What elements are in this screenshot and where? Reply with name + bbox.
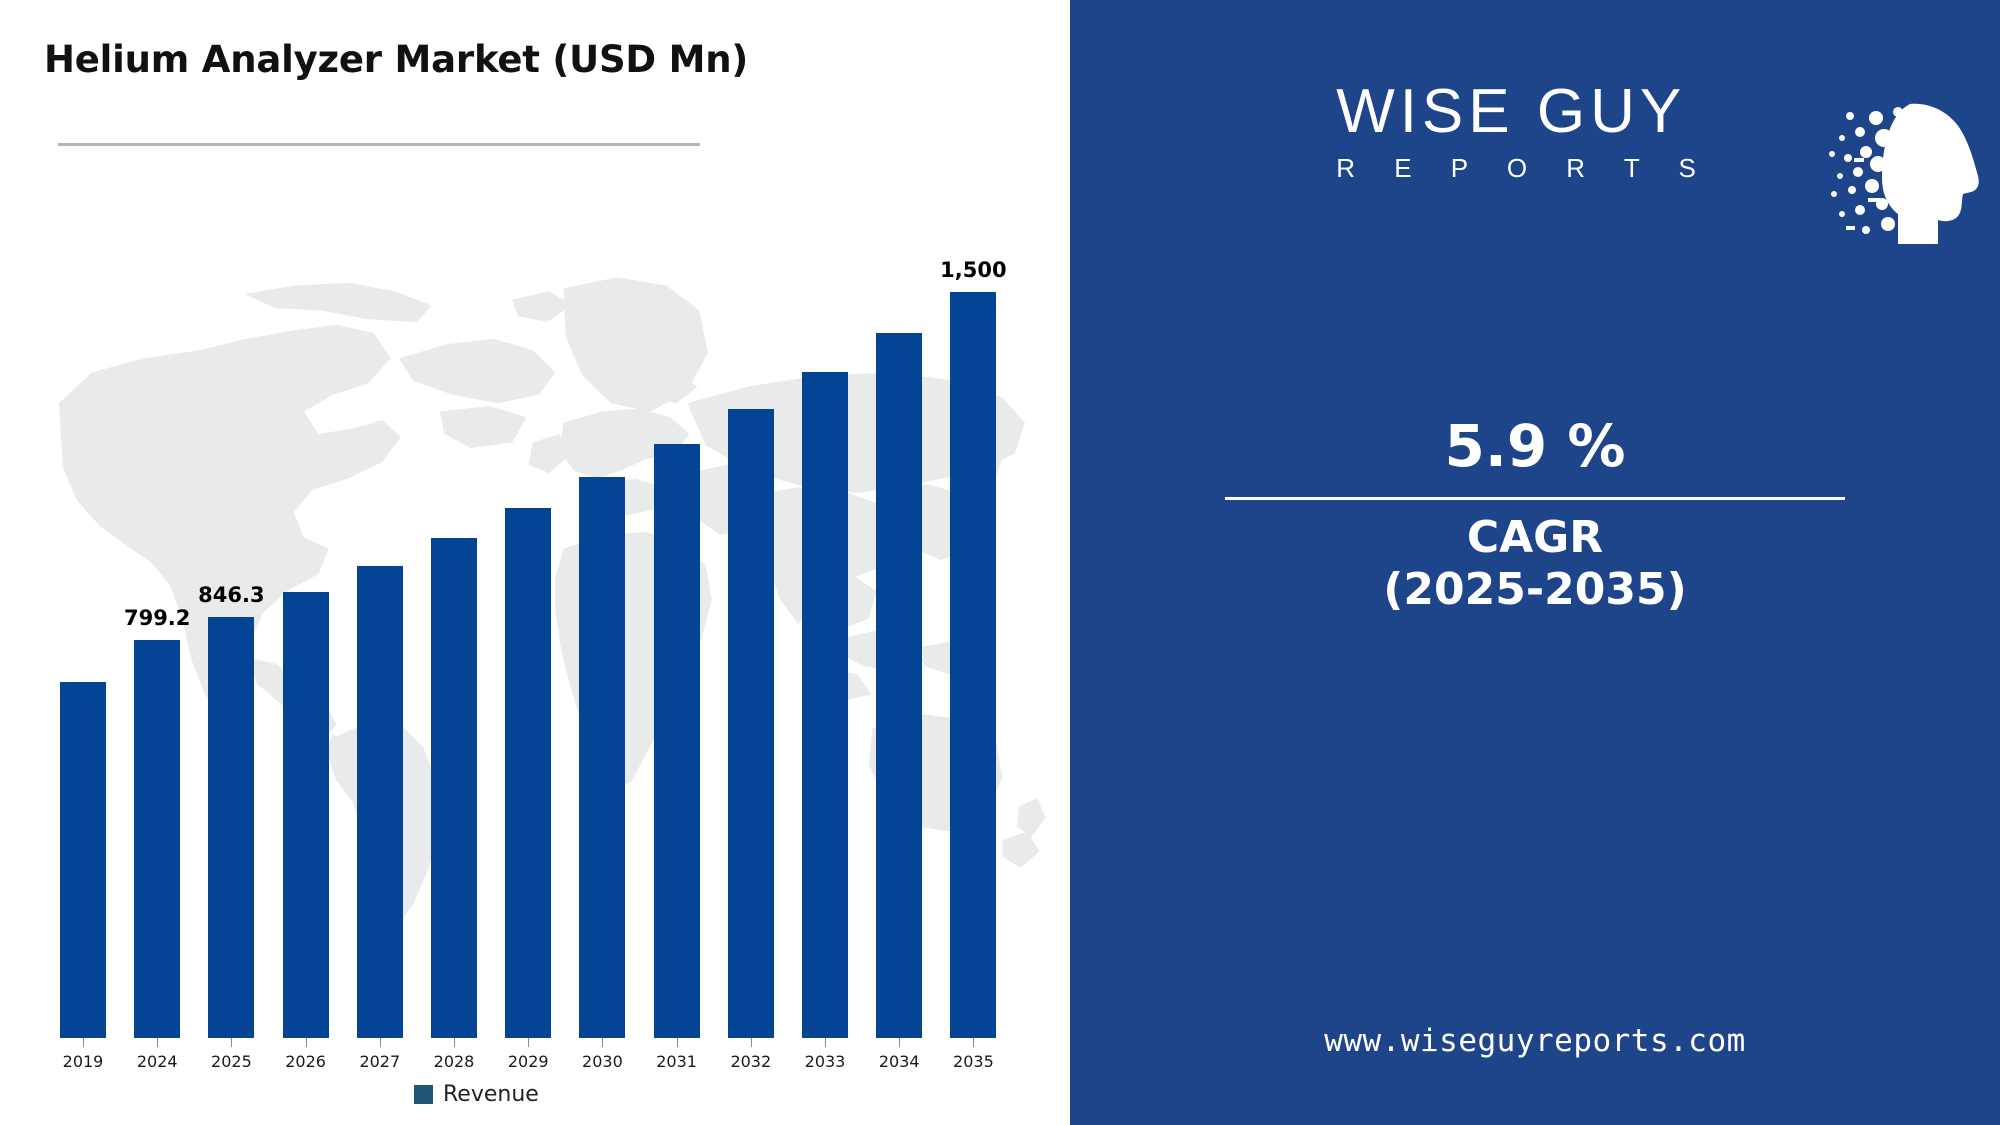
bar-2028 [431,537,477,1038]
x-axis-label-2034: 2034 [878,1052,920,1071]
x-tick-2030 [602,1038,604,1047]
x-tick-2027 [379,1038,381,1047]
bar-2025 [208,616,255,1038]
x-axis-label-2026: 2026 [285,1052,326,1071]
x-tick-2031 [676,1038,678,1047]
logo-wordmark: WISE GUY [1336,76,1687,146]
legend-swatch-revenue [414,1085,433,1104]
bar-2033 [802,372,848,1038]
cagr-divider [1225,497,1845,500]
x-axis-label-2032: 2032 [730,1052,772,1071]
x-tick-2035 [973,1038,975,1047]
x-axis-label-2029: 2029 [507,1052,549,1071]
website-url: www.wiseguyreports.com [1324,1023,1746,1059]
bar-2031 [653,444,700,1038]
x-tick-2034 [899,1038,901,1047]
x-axis-label-2028: 2028 [433,1052,475,1071]
logo-text-wrap: WISE GUY R E P O R T S [1336,76,1712,184]
chart-legend: Revenue [414,1082,539,1107]
bar-2026 [282,592,329,1038]
x-tick-2033 [825,1038,826,1047]
cagr-label-line1: CAGR [1466,512,1604,563]
bar-2035 [950,291,997,1038]
cagr-label-line2: (2025-2035) [1383,563,1687,615]
x-tick-2026 [305,1038,307,1047]
bar-value-label-2025: 846.3 [198,582,265,607]
title-divider [58,143,700,146]
bar-2019 [60,682,106,1038]
x-tick-2028 [454,1038,455,1047]
bar-value-label-2024: 799.2 [123,606,191,631]
bar-value-label-2035: 1,500 [940,257,1007,282]
x-tick-2029 [528,1038,530,1047]
x-tick-2032 [750,1038,752,1047]
cagr-label: CAGR (2025-2035) [1070,512,2000,616]
bar-2032 [727,409,774,1038]
x-axis-label-2035: 2035 [953,1052,994,1071]
x-axis-label-2027: 2027 [359,1052,401,1071]
x-tick-2019 [83,1038,84,1047]
x-axis-label-2030: 2030 [582,1052,623,1071]
bar-2027 [356,565,403,1038]
x-tick-2025 [231,1038,233,1047]
x-axis-label-2033: 2033 [804,1052,846,1071]
plot-area: 2019 2024 799.2 2025 846.3 2026 2027 2028 2029 20… [60,257,1007,1071]
dotted-head-silhouette-icon [1829,103,1979,244]
page-title: Helium Analyzer Market (USD Mn) [44,38,749,81]
legend-label-revenue: Revenue [443,1082,539,1107]
logo-subtext: R E P O R T S [1336,152,1712,183]
x-axis-label-2025: 2025 [211,1052,252,1071]
x-tick-2024 [157,1038,159,1047]
cagr-value: 5.9 % [1444,412,1626,480]
x-axis-label-2031: 2031 [656,1052,697,1071]
brand-panel: WISE GUY R E P O R T S [1070,0,2000,1125]
x-axis-label-2019: 2019 [62,1052,104,1071]
chart-panel: Helium Analyzer Market (USD Mn) [44,38,1046,1107]
bar-2029 [505,508,552,1038]
bar-2030 [579,477,626,1038]
x-axis-label-2024: 2024 [136,1052,178,1071]
bar-2034 [876,332,923,1038]
company-logo: WISE GUY R E P O R T S [1070,52,2000,244]
bar-2024 [134,640,181,1038]
